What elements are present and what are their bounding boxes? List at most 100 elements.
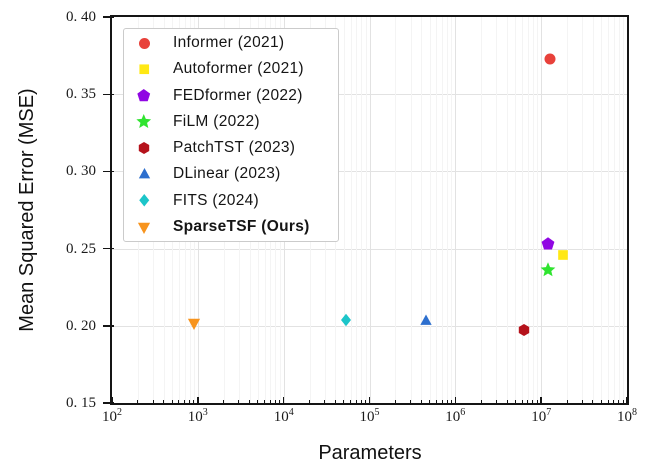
point-fits-2024 xyxy=(339,312,354,327)
x-tick-label: 107 xyxy=(531,407,552,426)
point-film-2022 xyxy=(539,261,557,279)
point-patchtst-2023 xyxy=(517,323,531,337)
y-tick-label: 0. 25 xyxy=(66,240,96,257)
x-tick-exponent: 8 xyxy=(632,407,637,418)
x-minor-tick xyxy=(527,399,529,403)
gridline-minor xyxy=(507,17,508,403)
gridline-major xyxy=(455,17,457,403)
legend-marker xyxy=(132,219,156,235)
x-minor-tick xyxy=(446,399,448,403)
x-minor-tick xyxy=(355,399,357,403)
gridline-minor xyxy=(613,17,615,403)
legend-item-fits-2024: FITS (2024) xyxy=(124,188,338,214)
gridline-minor xyxy=(618,17,620,403)
x-minor-tick xyxy=(618,399,620,403)
plot-area: Informer (2021) Autoformer (2021) FEDforme… xyxy=(110,15,629,405)
gridline-minor xyxy=(343,17,345,403)
x-minor-tick xyxy=(343,399,345,403)
y-tick-label: 0. 40 xyxy=(66,9,96,25)
x-minor-tick xyxy=(171,399,173,403)
x-minor-tick xyxy=(324,399,326,403)
gridline-minor xyxy=(532,17,534,403)
x-minor-tick xyxy=(223,399,225,403)
legend-marker xyxy=(132,167,156,182)
x-minor-tick xyxy=(184,399,185,403)
star-icon xyxy=(136,114,152,129)
x-minor-tick xyxy=(480,399,482,403)
x-minor-tick xyxy=(279,399,281,403)
gridline-minor xyxy=(515,17,517,403)
x-minor-tick xyxy=(441,399,443,403)
gridline-minor xyxy=(436,17,438,403)
x-tick-label: 105 xyxy=(359,407,380,426)
y-tick-label: 0. 35 xyxy=(66,86,96,103)
gridline-minor xyxy=(350,17,352,403)
x-minor-tick xyxy=(309,399,310,403)
point-informer-2021 xyxy=(543,52,556,65)
x-minor-tick xyxy=(178,399,180,403)
legend-item-sparsetsf-ours: SparseTSF (Ours) xyxy=(124,214,338,240)
point-dlinear-2023 xyxy=(419,314,434,329)
x-minor-tick xyxy=(137,399,139,403)
gridline-minor xyxy=(608,17,609,403)
x-minor-tick xyxy=(394,399,396,403)
x-tick-label: 106 xyxy=(445,407,466,426)
pentagon-icon xyxy=(137,88,151,102)
x-minor-tick xyxy=(350,399,351,403)
gridline-minor xyxy=(527,17,529,403)
x-minor-tick xyxy=(435,399,437,403)
legend: Informer (2021) Autoformer (2021) FEDforme… xyxy=(123,28,339,242)
y-major-tick xyxy=(103,93,114,95)
legend-item-autoformer-2021: Autoformer (2021) xyxy=(124,56,338,82)
circle-icon xyxy=(544,53,555,65)
x-major-tick xyxy=(540,396,542,403)
y-major-tick xyxy=(103,325,114,327)
legend-item-label: DLinear (2023) xyxy=(173,165,281,183)
x-minor-tick xyxy=(269,399,271,403)
triangle-up-icon xyxy=(420,314,433,326)
x-minor-tick xyxy=(189,399,190,403)
gridline-major xyxy=(369,17,371,403)
x-minor-tick xyxy=(600,399,602,403)
gridline-minor xyxy=(410,17,412,403)
gridline-minor xyxy=(582,17,584,403)
x-major-tick xyxy=(368,396,371,403)
x-minor-tick xyxy=(429,399,430,403)
legend-marker xyxy=(132,113,156,131)
legend-item-patchtst-2023: PatchTST (2023) xyxy=(124,135,338,161)
legend-item-label: SparseTSF (Ours) xyxy=(173,217,310,235)
point-fedformer-2022 xyxy=(540,236,556,252)
gridline-minor xyxy=(447,17,448,403)
x-major-tick xyxy=(111,396,113,403)
x-minor-tick xyxy=(163,399,165,403)
x-tick-exponent: 5 xyxy=(374,407,380,418)
x-minor-tick xyxy=(264,399,266,403)
gridline-minor xyxy=(429,17,431,403)
legend-item-label: FiLM (2022) xyxy=(173,112,260,130)
diamond-icon xyxy=(139,194,149,207)
x-minor-tick xyxy=(495,399,497,403)
legend-item-dlinear-2023: DLinear (2023) xyxy=(124,161,338,187)
gridline-minor xyxy=(421,17,423,403)
x-tick-label: 102 xyxy=(102,407,122,426)
x-tick-exponent: 6 xyxy=(460,407,466,418)
square-icon xyxy=(139,64,149,75)
x-minor-tick xyxy=(521,399,523,403)
legend-marker xyxy=(132,193,156,208)
x-minor-tick xyxy=(506,399,508,403)
legend-item-label: PatchTST (2023) xyxy=(173,139,296,157)
diamond-icon xyxy=(340,313,351,326)
x-minor-tick xyxy=(257,399,259,403)
x-minor-tick xyxy=(536,399,538,403)
gridline-minor xyxy=(537,17,539,403)
y-major-tick xyxy=(103,170,114,173)
point-autoformer-2021 xyxy=(557,249,570,262)
x-minor-tick xyxy=(420,399,422,403)
gridline-minor xyxy=(356,17,358,403)
gridline-minor xyxy=(592,17,594,403)
x-axis-title: Parameters xyxy=(318,442,422,464)
legend-marker xyxy=(132,63,156,76)
x-tick-exponent: 2 xyxy=(117,407,122,418)
x-major-tick xyxy=(626,396,628,403)
